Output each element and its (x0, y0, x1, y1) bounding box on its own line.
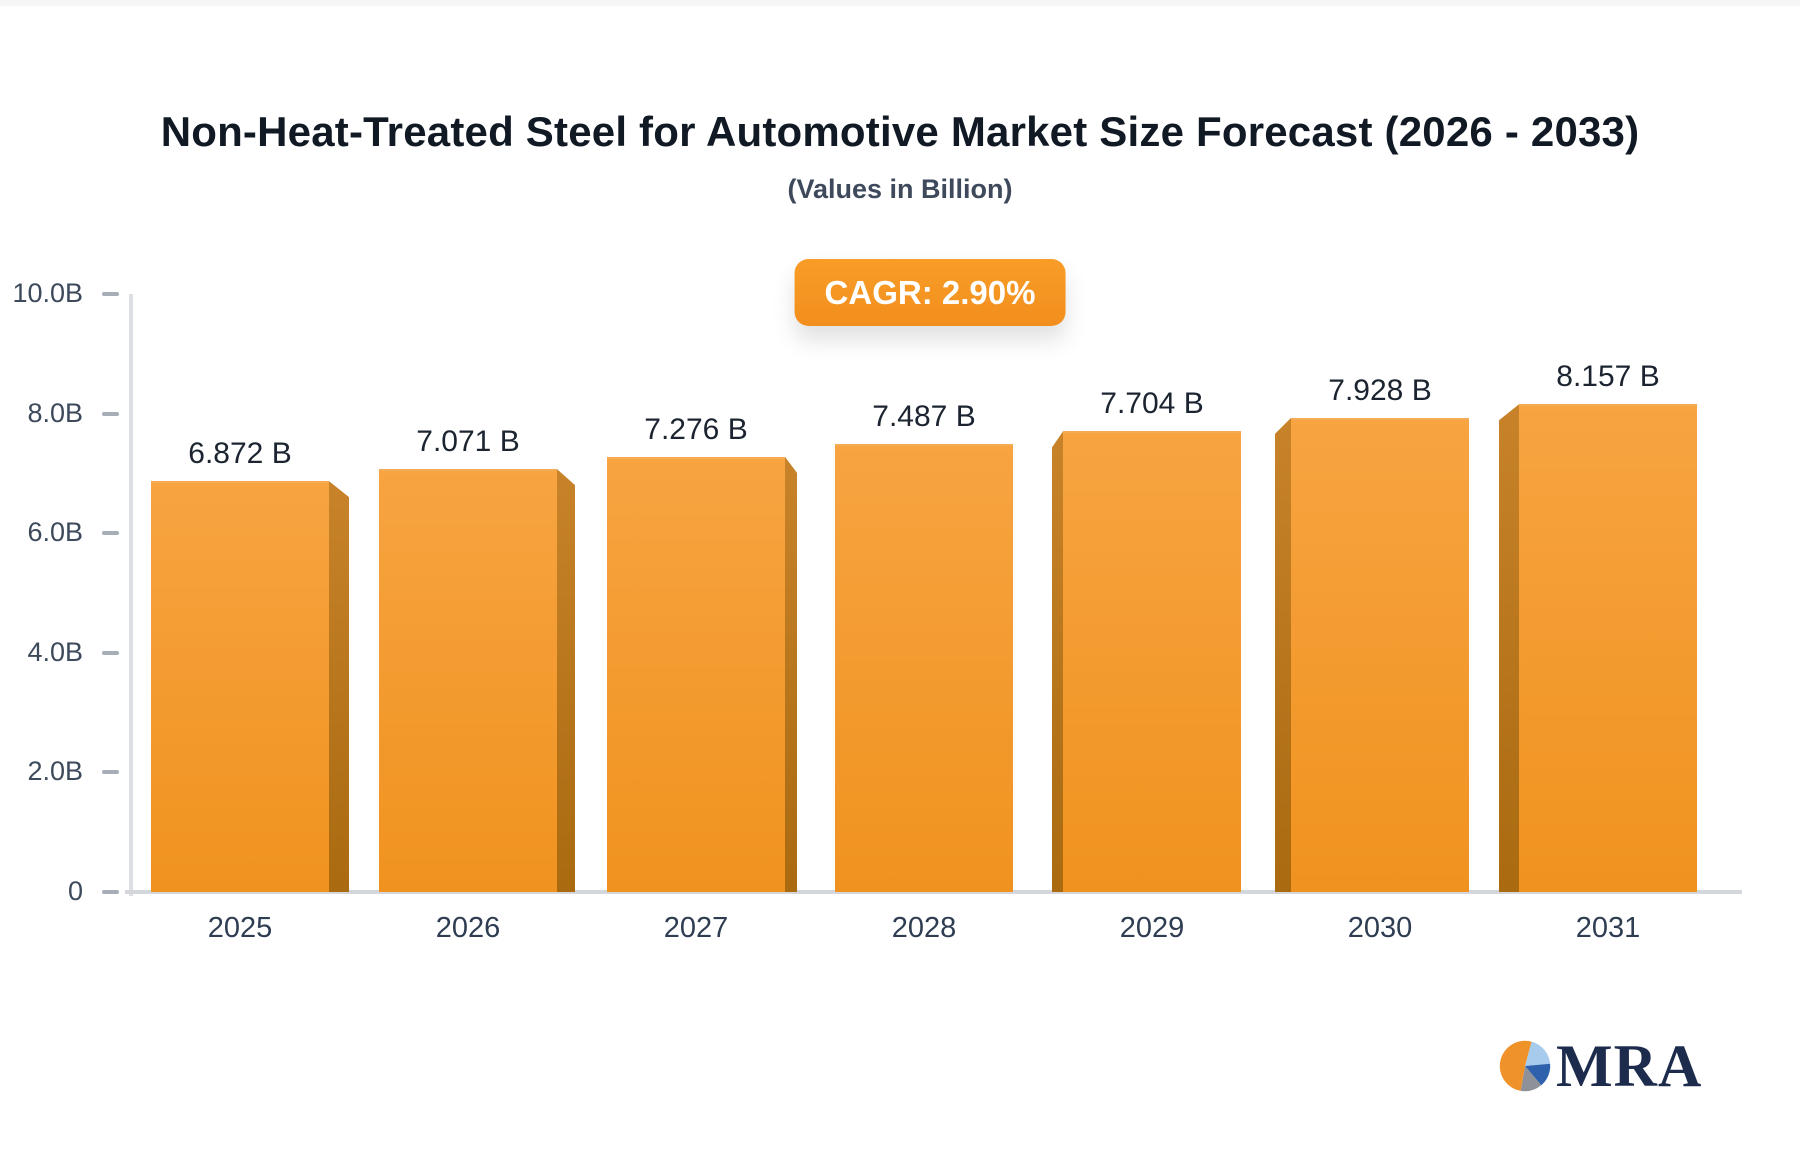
x-axis-line (125, 890, 1742, 894)
y-tick-mark (102, 770, 119, 775)
mra-logo-pie-icon (1499, 1040, 1551, 1092)
y-axis-line (129, 294, 133, 896)
y-tick-label: 2.0B (27, 756, 83, 787)
mra-logo: MRA (1497, 1036, 1702, 1096)
bar-value-label: 7.276 B (644, 412, 748, 446)
y-tick-mark (102, 411, 119, 416)
y-tick-label: 8.0B (27, 397, 83, 428)
x-tick-label: 2026 (435, 912, 501, 944)
bar (835, 444, 1013, 892)
bar-value-label: 7.704 B (1100, 387, 1204, 421)
bar-value-label: 8.157 B (1556, 360, 1660, 394)
cagr-badge: CAGR: 2.90% (794, 259, 1066, 326)
x-tick-label: 2025 (207, 912, 273, 944)
chart-title: Non-Heat-Treated Steel for Automotive Ma… (160, 108, 1640, 155)
bar (607, 456, 785, 892)
x-tick-label: 2028 (891, 912, 957, 944)
chart-subtitle: (Values in Billion) (787, 174, 1013, 204)
y-tick-label: 10.0B (12, 278, 83, 308)
y-tick-label: 4.0B (27, 636, 83, 667)
bar-3d-side (785, 456, 797, 892)
bar-chart: 0 2.0B 4.0B 6.0B 8.0B 10.0B 6.872 B 7.071 B 7.2… (12, 278, 1742, 944)
y-tick-mark (102, 890, 119, 894)
bar (1291, 417, 1469, 892)
chart-header: Non-Heat-Treated Steel for Automotive Ma… (0, 6, 1800, 205)
bar-3d-side (1052, 431, 1063, 892)
x-tick-label: 2029 (1119, 912, 1185, 944)
bar-3d-side (1275, 417, 1291, 892)
y-tick-mark (102, 292, 119, 296)
y-tick-mark (102, 650, 119, 655)
y-tick-label: 0 (67, 876, 83, 906)
mra-logo-text: MRA (1556, 1033, 1703, 1099)
x-tick-label: 2031 (1575, 912, 1641, 944)
bar (379, 469, 557, 892)
bar (151, 481, 329, 892)
x-tick-label: 2027 (663, 912, 729, 944)
bar-3d-side (1499, 404, 1519, 892)
x-tick-label: 2030 (1347, 912, 1413, 944)
bar-3d-side (329, 481, 349, 892)
bar-3d-side (557, 469, 575, 892)
bar-value-label: 7.487 B (872, 400, 976, 434)
y-tick-mark (102, 531, 119, 536)
y-tick-label: 6.0B (27, 517, 83, 548)
bar (1063, 431, 1241, 892)
bar-value-label: 7.928 B (1328, 373, 1432, 407)
bar (1519, 404, 1697, 892)
bar-value-label: 6.872 B (188, 437, 292, 471)
bar-value-label: 7.071 B (416, 425, 520, 459)
